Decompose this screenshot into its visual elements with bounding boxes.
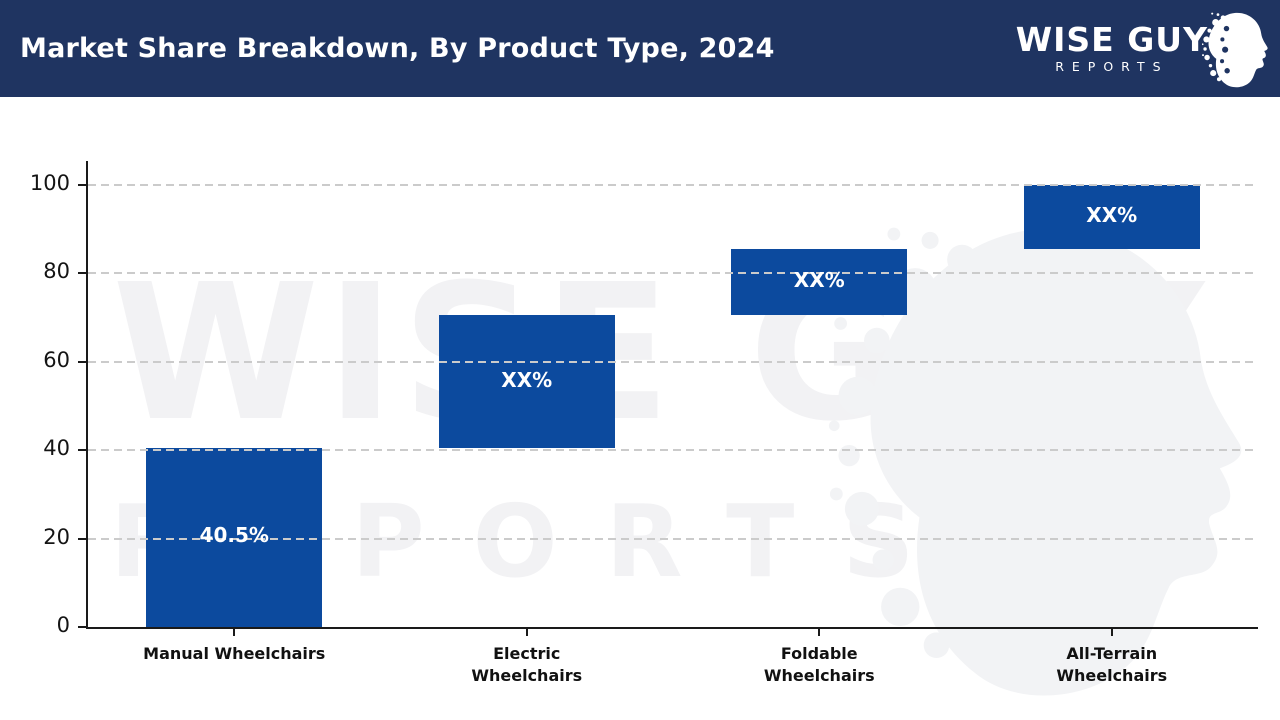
- x-axis: [86, 627, 1258, 629]
- bar-value-label: XX%: [1086, 203, 1138, 228]
- x-tick: [818, 629, 821, 636]
- brand-logo: WISE GUY REPORTS: [1000, 6, 1270, 92]
- x-category-label: Manual Wheelchairs: [143, 644, 326, 663]
- y-tick-label: 40: [43, 436, 70, 461]
- gridline: [88, 184, 1258, 186]
- bar-value-label: 40.5%: [199, 523, 269, 548]
- y-tick-label: 20: [43, 524, 70, 549]
- plot-area: 0 20 40 60 80 100 Manual Wheelchairs Electric Wh…: [0, 97, 1280, 720]
- header-bar: Market Share Breakdown, By Product Type,…: [0, 0, 1280, 97]
- y-tick: [78, 449, 86, 452]
- gridline: [88, 360, 1258, 363]
- bar: [731, 249, 908, 316]
- gridline: [88, 537, 1258, 540]
- y-tick-label: 100: [29, 171, 70, 195]
- y-tick: [78, 626, 86, 628]
- brand-name: WISE GUY: [1015, 20, 1208, 59]
- y-tick: [78, 537, 86, 540]
- x-tick: [525, 629, 528, 636]
- chart-area: WISE GUY REPORTS 0 20 40 60 80 100 Manual Whee…: [0, 97, 1280, 720]
- brand-subname: REPORTS: [1055, 59, 1169, 75]
- bar-value-label: XX%: [793, 268, 845, 293]
- x-category-label: Foldable Wheelchairs: [763, 644, 875, 686]
- logo-face-icon: [1202, 12, 1268, 88]
- y-axis: [86, 161, 88, 629]
- y-tick-label: 80: [43, 259, 70, 284]
- bar: [146, 447, 323, 627]
- page-title: Market Share Breakdown, By Product Type,…: [20, 33, 775, 64]
- y-tick-label: 0: [56, 613, 70, 637]
- bar-value-label: XX%: [501, 367, 553, 392]
- x-tick: [233, 629, 236, 636]
- y-tick: [78, 272, 86, 275]
- bar: [438, 315, 615, 448]
- x-tick: [1110, 629, 1113, 636]
- y-tick: [78, 184, 86, 186]
- gridline: [88, 449, 1258, 452]
- brand-logo-text: WISE GUY REPORTS: [1015, 20, 1208, 75]
- x-category-label: Electric Wheelchairs: [471, 644, 583, 686]
- y-tick-label: 60: [43, 347, 70, 372]
- x-category-label: All-Terrain Wheelchairs: [1056, 644, 1168, 686]
- gridline: [88, 272, 1258, 275]
- y-tick: [78, 360, 86, 363]
- bar: [1023, 185, 1200, 250]
